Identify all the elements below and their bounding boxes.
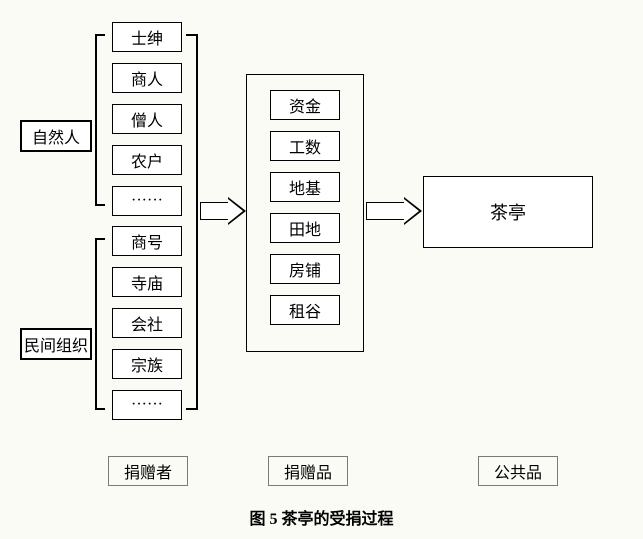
donor-item: ······ [112, 186, 182, 216]
donation-item: 田地 [270, 213, 340, 243]
donor-item: 寺庙 [112, 267, 182, 297]
category-folk-org: 民间组织 [20, 328, 92, 360]
donor-item: 士绅 [112, 22, 182, 52]
footer-label-donations: 捐赠品 [268, 456, 348, 486]
footer-label-donors: 捐赠者 [108, 456, 188, 486]
donor-item: 会社 [112, 308, 182, 338]
donation-item: 工数 [270, 131, 340, 161]
bracket-left-top [95, 34, 105, 206]
donor-item: 商号 [112, 226, 182, 256]
donor-item: 商人 [112, 63, 182, 93]
diagram-stage: 自然人民间组织 士绅商人僧人农户 ······ 商号寺庙会社宗族 ······ 资金工数地… [0, 0, 643, 539]
donation-item: 地基 [270, 172, 340, 202]
donor-item: ······ [112, 390, 182, 420]
public-good-box: 茶亭 [423, 176, 593, 248]
arrow-2-body [366, 202, 404, 220]
donation-item: 租谷 [270, 295, 340, 325]
bracket-left-bottom [95, 238, 105, 410]
donation-item: 房铺 [270, 254, 340, 284]
category-natural-person: 自然人 [20, 120, 92, 152]
donor-item: 农户 [112, 145, 182, 175]
footer-label-public_good: 公共品 [478, 456, 558, 486]
figure-caption: 图 5 茶亭的受捐过程 [0, 505, 643, 529]
donor-item: 僧人 [112, 104, 182, 134]
bracket-right [186, 34, 198, 410]
arrow-1-body [200, 202, 228, 220]
donation-item: 资金 [270, 90, 340, 120]
donor-item: 宗族 [112, 349, 182, 379]
